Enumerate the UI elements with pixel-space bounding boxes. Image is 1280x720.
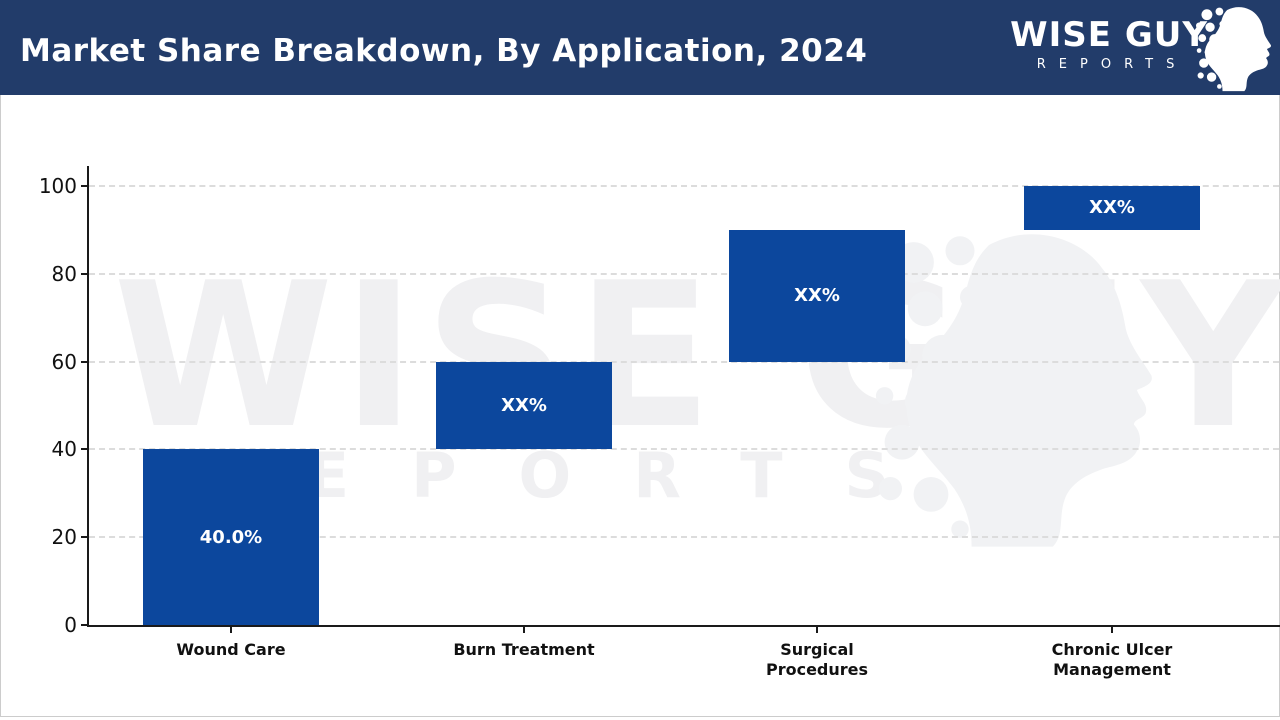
logo-text: WISE GUY REPORTS [1010,16,1208,72]
x-tick-label: Wound Care [176,640,286,659]
bar-value-label: XX% [794,285,840,307]
y-tick-label: 100 [38,174,77,198]
x-axis-tick [523,625,525,633]
grid-line [89,185,1279,187]
y-tick-label: 0 [64,613,77,637]
x-tick-label: Burn Treatment [453,640,595,659]
grid-line [89,448,1279,451]
y-axis-tick [81,272,89,275]
y-axis-tick [81,536,89,539]
y-axis-line [87,166,89,627]
grid-line [89,272,1279,275]
x-tick-label: Surgical Procedures [765,640,869,679]
bar-value-label: XX% [501,394,547,416]
x-axis-line [87,625,1280,627]
y-tick-label: 20 [51,525,77,550]
x-axis-tick [1111,625,1113,633]
x-axis-tick [230,625,232,633]
wiseguy-logo: WISE GUY REPORTS [1010,0,1272,95]
bar: XX% [436,361,612,450]
grid-line [89,360,1279,363]
bar: 40.0% [143,449,319,625]
logo-wiseguy-text: WISE GUY [1010,15,1208,55]
header-bar: Market Share Breakdown, By Application, … [0,0,1280,95]
y-tick-label: 40 [51,437,77,462]
logo-reports-text: REPORTS [1036,57,1188,72]
bar: XX% [729,229,905,362]
bar-value-label: XX% [1089,197,1135,219]
chart-title: Market Share Breakdown, By Application, … [20,33,868,69]
x-axis-tick [816,625,818,633]
y-axis-tick [81,624,89,626]
grid-line [89,536,1279,539]
y-axis-tick [81,448,89,451]
y-tick-label: 80 [51,261,77,286]
bar: XX% [1024,186,1200,230]
y-axis-tick [81,185,89,187]
y-tick-label: 60 [51,349,77,374]
wiseguy-head-icon [1196,7,1272,92]
chart-area: WISE GUY REPORTS 0 20 40 60 80 100 40.0% Wound … [0,95,1280,717]
x-tick-label: Chronic Ulcer Management [1051,640,1173,679]
bar-value-label: 40.0% [199,526,263,548]
y-axis-tick [81,360,89,363]
